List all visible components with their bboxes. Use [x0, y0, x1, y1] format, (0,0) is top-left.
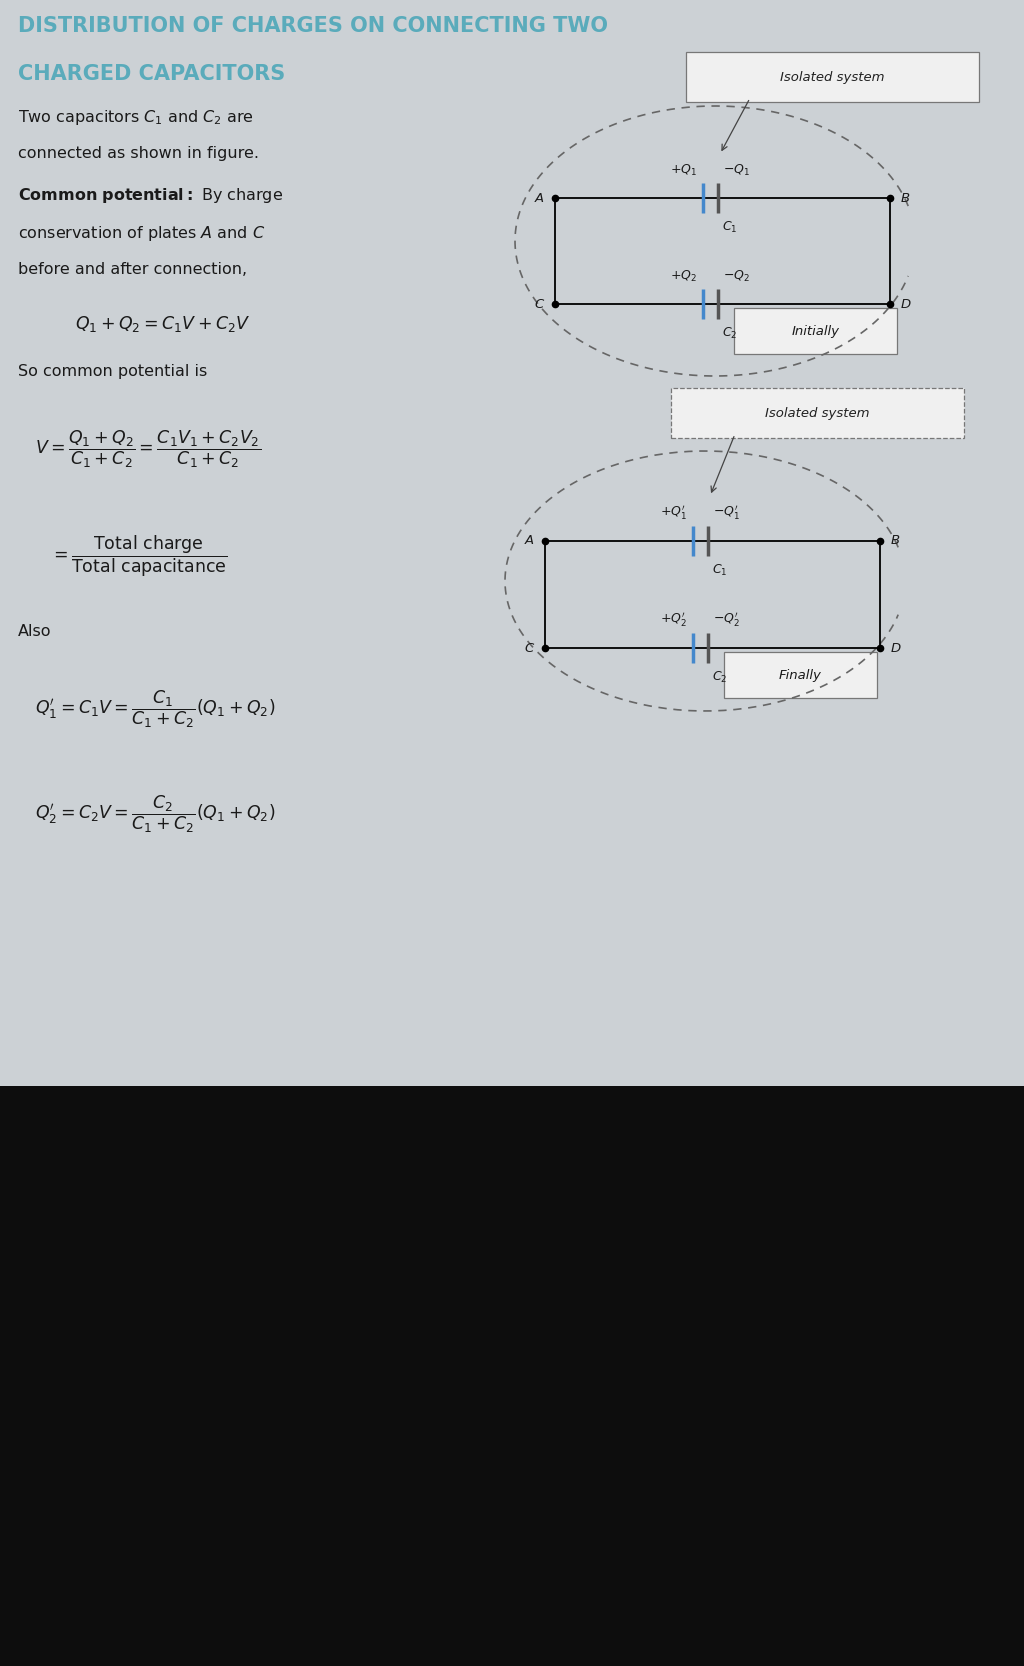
Text: $Q_1' = C_1V = \dfrac{C_1}{C_1 + C_2}(Q_1 + Q_2)$: $Q_1' = C_1V = \dfrac{C_1}{C_1 + C_2}(Q_… [35, 690, 275, 730]
Text: $Q_2' = C_2V = \dfrac{C_2}{C_1 + C_2}(Q_1 + Q_2)$: $Q_2' = C_2V = \dfrac{C_2}{C_1 + C_2}(Q_… [35, 795, 275, 835]
Text: Also: Also [18, 625, 51, 640]
Text: $+Q_2$: $+Q_2$ [670, 268, 697, 283]
Text: Isolated system: Isolated system [780, 70, 885, 83]
Text: $= \dfrac{\mathrm{Total\ charge}}{\mathrm{Total\ capacitance}}$: $= \dfrac{\mathrm{Total\ charge}}{\mathr… [50, 535, 227, 580]
Text: $D$: $D$ [900, 298, 911, 310]
Text: So common potential is: So common potential is [18, 363, 207, 378]
Text: Initially: Initially [792, 325, 840, 338]
FancyBboxPatch shape [686, 52, 979, 102]
Text: Two capacitors $C_1$ and $C_2$ are: Two capacitors $C_1$ and $C_2$ are [18, 108, 254, 127]
Text: $-Q_1'$: $-Q_1'$ [713, 503, 740, 521]
Text: $C_1$: $C_1$ [712, 563, 727, 578]
Text: DISTRIBUTION OF CHARGES ON CONNECTING TWO: DISTRIBUTION OF CHARGES ON CONNECTING TW… [18, 17, 608, 37]
Text: $\mathbf{Common\ potential:}$ By charge: $\mathbf{Common\ potential:}$ By charge [18, 187, 284, 205]
Text: $+Q_1$: $+Q_1$ [670, 163, 697, 178]
Text: $C$: $C$ [534, 298, 545, 310]
Text: $Q_1 + Q_2 = C_1V + C_2V$: $Q_1 + Q_2 = C_1V + C_2V$ [75, 313, 250, 333]
Text: $B$: $B$ [900, 192, 910, 205]
Text: conservation of plates $A$ and $C$: conservation of plates $A$ and $C$ [18, 223, 265, 243]
Text: CHARGED CAPACITORS: CHARGED CAPACITORS [18, 63, 286, 83]
Bar [0, 0, 1024, 1086]
Text: connected as shown in figure.: connected as shown in figure. [18, 147, 259, 162]
Text: $V = \dfrac{Q_1 + Q_2}{C_1 + C_2} = \dfrac{C_1V_1 + C_2V_2}{C_1 + C_2}$: $V = \dfrac{Q_1 + Q_2}{C_1 + C_2} = \dfr… [35, 430, 261, 470]
Text: $+Q_1'$: $+Q_1'$ [659, 503, 687, 521]
Text: $D$: $D$ [890, 641, 901, 655]
Text: $C_2$: $C_2$ [722, 327, 737, 342]
Text: $-Q_1$: $-Q_1$ [723, 163, 750, 178]
Text: $A$: $A$ [535, 192, 545, 205]
Text: $-Q_2'$: $-Q_2'$ [713, 610, 740, 628]
FancyBboxPatch shape [724, 651, 877, 698]
FancyBboxPatch shape [734, 308, 897, 353]
Text: $A$: $A$ [524, 535, 535, 548]
Text: $C_1$: $C_1$ [722, 220, 737, 235]
Text: $C$: $C$ [524, 641, 535, 655]
Text: Isolated system: Isolated system [765, 407, 869, 420]
Text: $+Q_2'$: $+Q_2'$ [660, 610, 687, 628]
Text: Finally: Finally [779, 668, 822, 681]
Bar [0, 1086, 1024, 1666]
Text: $C_2$: $C_2$ [712, 670, 727, 685]
Text: $B$: $B$ [890, 535, 900, 548]
FancyBboxPatch shape [671, 388, 964, 438]
Text: before and after connection,: before and after connection, [18, 262, 247, 277]
Text: $-Q_2$: $-Q_2$ [723, 268, 750, 283]
